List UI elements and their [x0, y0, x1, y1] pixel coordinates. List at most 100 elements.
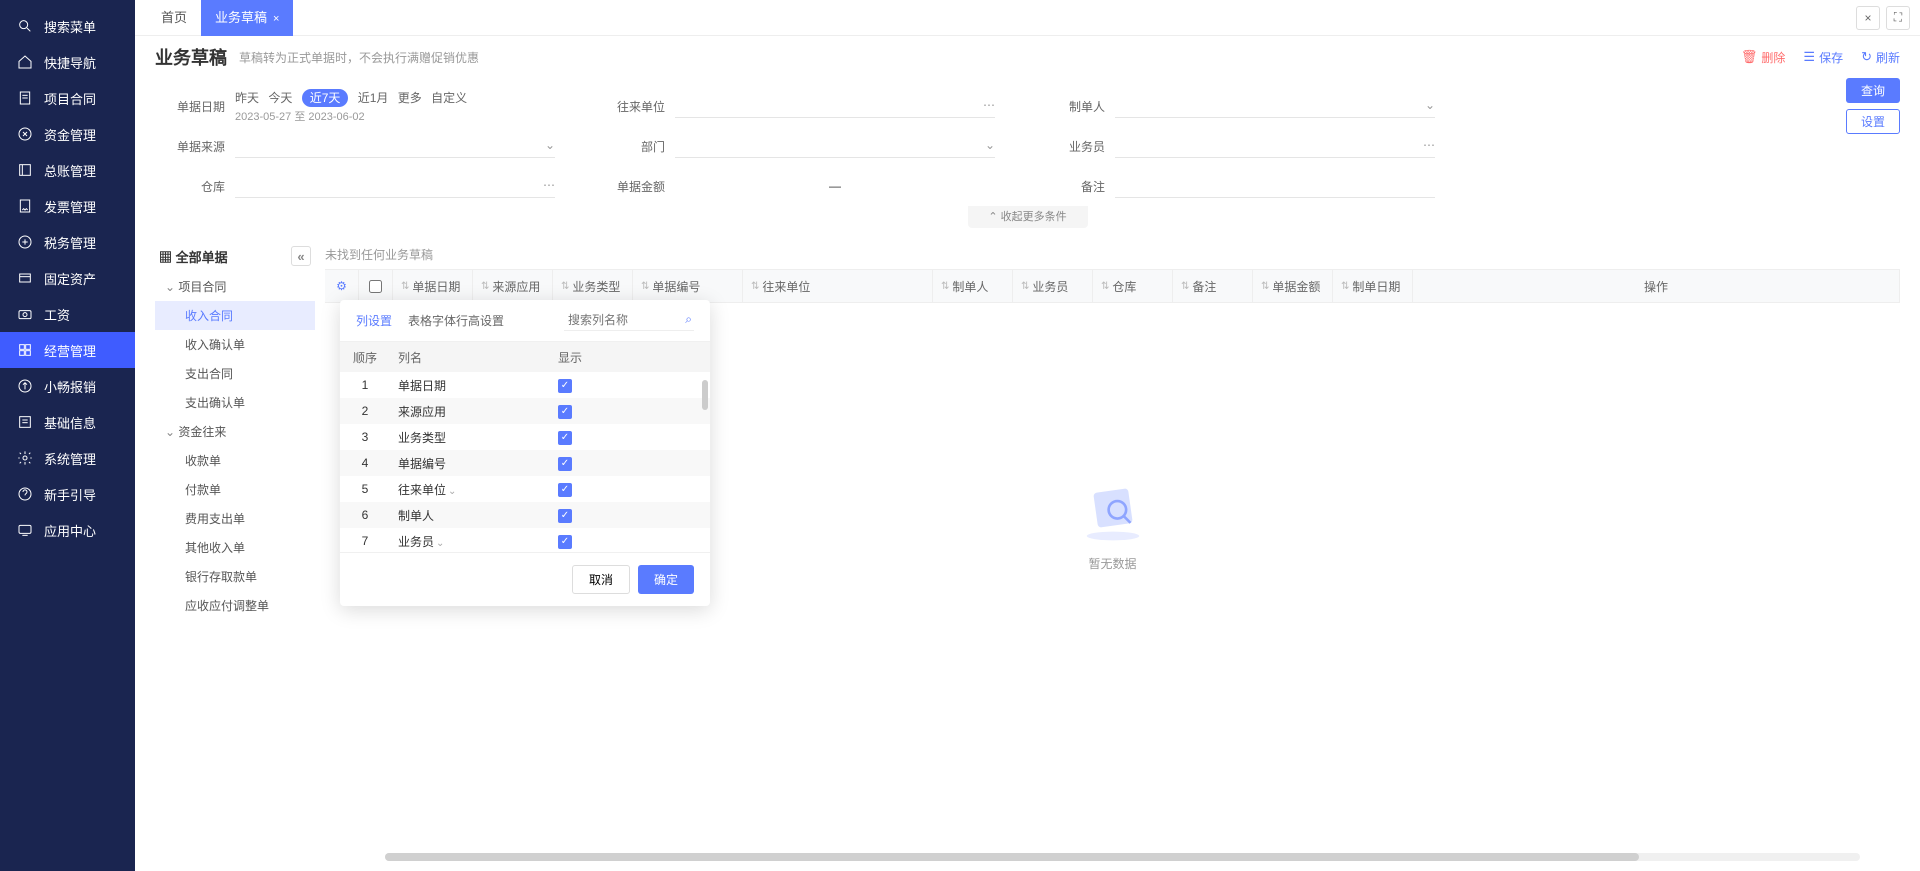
tree-item[interactable]: 收入确认单 [155, 330, 315, 359]
popup-tab-font[interactable]: 表格字体行高设置 [408, 312, 504, 329]
source-input[interactable] [235, 134, 555, 158]
tree-item[interactable]: 应收应付调整单 [155, 591, 315, 620]
partner-input[interactable] [675, 94, 995, 118]
sidebar-item-contract[interactable]: 项目合同 [0, 80, 135, 116]
column-toggle[interactable]: ✓ [558, 535, 572, 549]
sidebar-item-salary[interactable]: 工资 [0, 296, 135, 332]
th-amount[interactable]: ⇅单据金额 [1253, 270, 1333, 302]
tree-item[interactable]: 费用支出单 [155, 504, 315, 533]
close-button[interactable]: × [1856, 6, 1880, 30]
remark-input[interactable] [1115, 174, 1435, 198]
setting-button[interactable]: 设置 [1846, 109, 1900, 134]
th-type[interactable]: ⇅业务类型 [553, 270, 633, 302]
sidebar-item-asset[interactable]: 固定资产 [0, 260, 135, 296]
tab-draft[interactable]: 业务草稿× [201, 0, 293, 36]
popup-tab-columns[interactable]: 列设置 [356, 312, 392, 329]
date-chip[interactable]: 近1月 [358, 91, 389, 105]
tab-home[interactable]: 首页 [147, 0, 201, 36]
sidebar-item-invoice[interactable]: 发票管理 [0, 188, 135, 224]
sidebar-item-fund[interactable]: 资金管理 [0, 116, 135, 152]
tree-item[interactable]: 收款单 [155, 446, 315, 475]
popup-row[interactable]: 3业务类型✓ [340, 424, 710, 450]
sidebar-item-system[interactable]: 系统管理 [0, 440, 135, 476]
date-chip[interactable]: 自定义 [431, 91, 467, 105]
cancel-button[interactable]: 取消 [572, 565, 630, 594]
column-toggle[interactable]: ✓ [558, 509, 572, 523]
page-header: 业务草稿 草稿转为正式单据时，不会执行满赠促销优惠 🗑删除 ☰保存 ↻刷新 [135, 36, 1920, 78]
th-warehouse[interactable]: ⇅仓库 [1093, 270, 1173, 302]
chevron-down-icon[interactable]: ⌄ [448, 486, 456, 497]
more-icon[interactable]: ⋯ [543, 178, 555, 192]
column-settings-button[interactable]: ⚙ [325, 270, 359, 302]
creator-input[interactable] [1115, 94, 1435, 118]
chevron-down-icon[interactable]: ⌄ [545, 138, 555, 152]
sidebar-item-tax[interactable]: 税务管理 [0, 224, 135, 260]
close-icon[interactable]: × [273, 13, 279, 25]
more-icon[interactable]: ⋯ [983, 98, 995, 112]
column-toggle[interactable]: ✓ [558, 431, 572, 445]
th-source[interactable]: ⇅来源应用 [473, 270, 553, 302]
scrollbar-thumb[interactable] [385, 853, 1639, 861]
date-chip-active[interactable]: 近7天 [302, 89, 349, 107]
filter-label-dept: 部门 [595, 138, 675, 155]
tree-group[interactable]: 项目合同 [155, 272, 315, 301]
popup-row[interactable]: 5往来单位⌄✓ [340, 476, 710, 502]
popup-tabs: 列设置 表格字体行高设置 ⌕ [340, 300, 710, 342]
tree-collapse-button[interactable]: « [291, 246, 311, 266]
sidebar-item-expense[interactable]: 小畅报销 [0, 368, 135, 404]
tree-item[interactable]: 支出合同 [155, 359, 315, 388]
search-icon[interactable]: ⌕ [685, 312, 692, 327]
save-action[interactable]: ☰保存 [1803, 49, 1843, 66]
th-partner[interactable]: ⇅往来单位 [743, 270, 933, 302]
th-salesperson[interactable]: ⇅业务员 [1013, 270, 1093, 302]
popup-row[interactable]: 6制单人✓ [340, 502, 710, 528]
date-chip[interactable]: 今天 [268, 91, 292, 105]
delete-action[interactable]: 🗑删除 [1741, 49, 1786, 66]
salesperson-input[interactable] [1115, 134, 1435, 158]
popup-th-show: 显示 [550, 349, 630, 366]
chevron-down-icon[interactable]: ⌄ [985, 138, 995, 152]
tree-item[interactable]: 银行存取款单 [155, 562, 315, 591]
chevron-down-icon[interactable]: ⌄ [1425, 98, 1435, 112]
popup-row[interactable]: 7业务员⌄✓ [340, 528, 710, 552]
th-creator[interactable]: ⇅制单人 [933, 270, 1013, 302]
sidebar-item-ledger[interactable]: 总账管理 [0, 152, 135, 188]
collapse-filters[interactable]: ⌃ 收起更多条件 [968, 206, 1088, 228]
fullscreen-button[interactable]: ⛶ [1886, 6, 1910, 30]
sidebar-item-guide[interactable]: 新手引导 [0, 476, 135, 512]
th-date[interactable]: ⇅单据日期 [393, 270, 473, 302]
popup-row[interactable]: 4单据编号✓ [340, 450, 710, 476]
confirm-button[interactable]: 确定 [638, 565, 694, 594]
column-toggle[interactable]: ✓ [558, 483, 572, 497]
query-button[interactable]: 查询 [1846, 78, 1900, 103]
column-search-input[interactable] [564, 310, 694, 331]
column-toggle[interactable]: ✓ [558, 379, 572, 393]
sidebar-item-search[interactable]: 搜索菜单 [0, 8, 135, 44]
horizontal-scrollbar[interactable] [385, 853, 1860, 861]
date-chip[interactable]: 昨天 [235, 91, 259, 105]
popup-scrollbar[interactable] [702, 380, 708, 410]
tree-item[interactable]: 付款单 [155, 475, 315, 504]
more-icon[interactable]: ⋯ [1423, 138, 1435, 152]
popup-row[interactable]: 2来源应用✓ [340, 398, 710, 424]
chevron-down-icon[interactable]: ⌄ [436, 538, 444, 549]
date-chip[interactable]: 更多 [398, 91, 422, 105]
sidebar-item-apps[interactable]: 应用中心 [0, 512, 135, 548]
sidebar-item-quicknav[interactable]: 快捷导航 [0, 44, 135, 80]
tree-item-income-contract[interactable]: 收入合同 [155, 301, 315, 330]
tree-item[interactable]: 支出确认单 [155, 388, 315, 417]
th-remark[interactable]: ⇅备注 [1173, 270, 1253, 302]
tree-group[interactable]: 资金往来 [155, 417, 315, 446]
sidebar-item-baseinfo[interactable]: 基础信息 [0, 404, 135, 440]
th-createdate[interactable]: ⇅制单日期 [1333, 270, 1413, 302]
warehouse-input[interactable] [235, 174, 555, 198]
dept-input[interactable] [675, 134, 995, 158]
th-no[interactable]: ⇅单据编号 [633, 270, 743, 302]
tree-item[interactable]: 其他收入单 [155, 533, 315, 562]
popup-row[interactable]: 1单据日期✓ [340, 372, 710, 398]
refresh-action[interactable]: ↻刷新 [1861, 49, 1900, 66]
select-all-checkbox[interactable] [359, 270, 393, 302]
column-toggle[interactable]: ✓ [558, 457, 572, 471]
column-toggle[interactable]: ✓ [558, 405, 572, 419]
sidebar-item-operations[interactable]: 经营管理 [0, 332, 135, 368]
